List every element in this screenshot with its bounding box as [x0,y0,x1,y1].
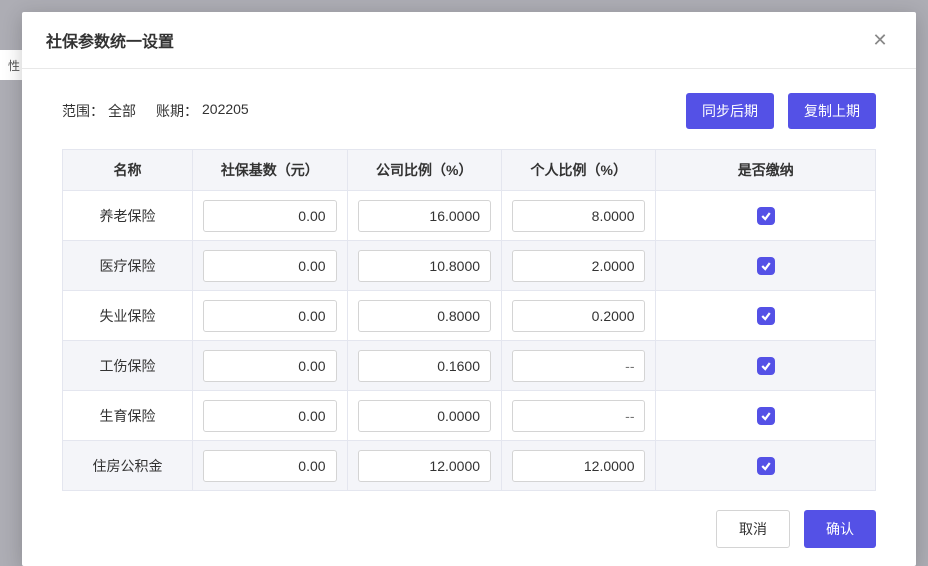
sidebar-fragment: 性 [0,50,22,80]
pay-checkbox[interactable] [757,357,775,375]
col-base-header: 社保基数（元） [193,150,347,191]
row-name: 失业保险 [63,291,193,341]
row-pay-cell [656,241,876,291]
info-bar: 范围：全部 账期：202205 同步后期 复制上期 [62,93,876,129]
pay-checkbox[interactable] [757,257,775,275]
pay-checkbox[interactable] [757,407,775,425]
table-row: 医疗保险 [63,241,876,291]
modal-body: 范围：全部 账期：202205 同步后期 复制上期 名称 社保基数（元） 公司比… [22,69,916,492]
company-ratio-input[interactable] [358,400,491,432]
company-ratio-input[interactable] [358,300,491,332]
row-company-cell [347,391,501,441]
row-base-cell [193,391,347,441]
base-input[interactable] [203,200,336,232]
row-base-cell [193,191,347,241]
row-name: 养老保险 [63,191,193,241]
personal-ratio-input[interactable] [512,400,645,432]
table-row: 生育保险 [63,391,876,441]
col-company-header: 公司比例（%） [347,150,501,191]
row-company-cell [347,241,501,291]
row-personal-cell [502,341,656,391]
col-pay-header: 是否缴纳 [656,150,876,191]
period-info: 账期：202205 [156,101,249,121]
base-input[interactable] [203,400,336,432]
period-label: 账期： [156,101,198,121]
row-pay-cell [656,291,876,341]
insurance-table: 名称 社保基数（元） 公司比例（%） 个人比例（%） 是否缴纳 养老保险医疗保险… [62,149,876,491]
scope-label: 范围： [62,101,104,121]
row-company-cell [347,441,501,491]
row-base-cell [193,441,347,491]
row-base-cell [193,291,347,341]
row-personal-cell [502,241,656,291]
row-company-cell [347,191,501,241]
base-input[interactable] [203,350,336,382]
base-input[interactable] [203,250,336,282]
pay-checkbox[interactable] [757,457,775,475]
row-company-cell [347,341,501,391]
company-ratio-input[interactable] [358,350,491,382]
company-ratio-input[interactable] [358,250,491,282]
scope-info: 范围：全部 [62,101,136,121]
pay-checkbox[interactable] [757,307,775,325]
sync-next-button[interactable]: 同步后期 [686,93,774,129]
row-pay-cell [656,191,876,241]
row-base-cell [193,341,347,391]
row-personal-cell [502,391,656,441]
row-base-cell [193,241,347,291]
modal-title: 社保参数统一设置 [46,28,174,52]
table-row: 工伤保险 [63,341,876,391]
modal-header: 社保参数统一设置 ✕ [22,12,916,69]
row-company-cell [347,291,501,341]
col-personal-header: 个人比例（%） [502,150,656,191]
row-name: 医疗保险 [63,241,193,291]
personal-ratio-input[interactable] [512,250,645,282]
row-name: 住房公积金 [63,441,193,491]
table-row: 失业保险 [63,291,876,341]
personal-ratio-input[interactable] [512,300,645,332]
row-name: 工伤保险 [63,341,193,391]
close-button[interactable]: ✕ [868,28,892,52]
row-name: 生育保险 [63,391,193,441]
table-row: 养老保险 [63,191,876,241]
row-personal-cell [502,191,656,241]
copy-prev-button[interactable]: 复制上期 [788,93,876,129]
company-ratio-input[interactable] [358,450,491,482]
modal-footer: 取消 确认 [22,492,916,566]
period-value: 202205 [202,101,249,121]
row-pay-cell [656,441,876,491]
row-pay-cell [656,341,876,391]
social-insurance-modal: 社保参数统一设置 ✕ 范围：全部 账期：202205 同步后期 复制上期 名称 [22,12,916,566]
personal-ratio-input[interactable] [512,450,645,482]
row-pay-cell [656,391,876,441]
base-input[interactable] [203,450,336,482]
company-ratio-input[interactable] [358,200,491,232]
col-name-header: 名称 [63,150,193,191]
info-left: 范围：全部 账期：202205 [62,101,249,121]
table-row: 住房公积金 [63,441,876,491]
confirm-button[interactable]: 确认 [804,510,876,548]
scope-value: 全部 [108,101,136,121]
cancel-button[interactable]: 取消 [716,510,790,548]
pay-checkbox[interactable] [757,207,775,225]
info-actions: 同步后期 复制上期 [686,93,876,129]
row-personal-cell [502,291,656,341]
personal-ratio-input[interactable] [512,350,645,382]
base-input[interactable] [203,300,336,332]
row-personal-cell [502,441,656,491]
personal-ratio-input[interactable] [512,200,645,232]
